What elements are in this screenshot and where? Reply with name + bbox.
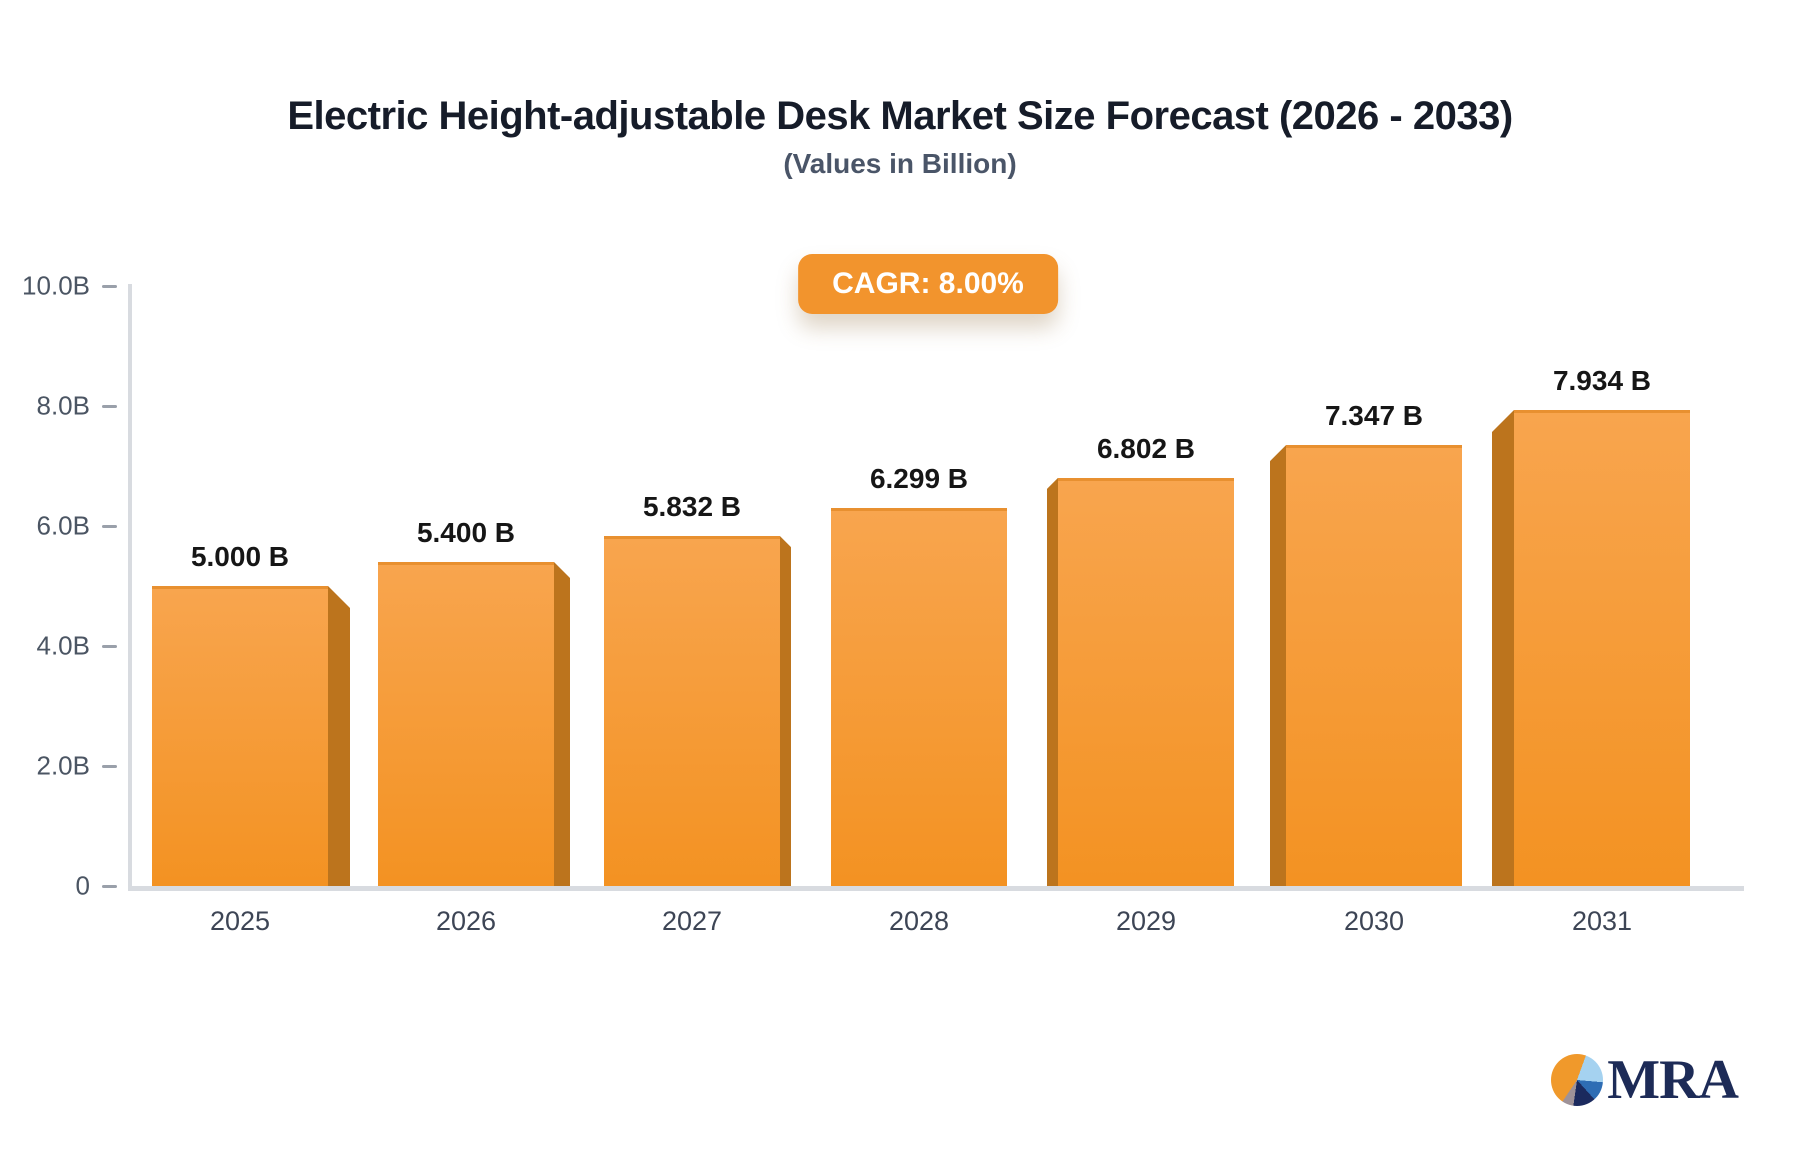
bar-2029 xyxy=(1058,477,1234,886)
y-axis-tick-mark xyxy=(102,645,117,648)
x-axis-tick-label: 2029 xyxy=(1115,906,1177,936)
brand-logo: MRA xyxy=(1551,1049,1739,1111)
bar-2025 xyxy=(152,586,328,886)
bar-value-label: 6.299 B xyxy=(869,463,969,495)
bar-value-label: 6.802 B xyxy=(1096,432,1196,464)
bar-side-face xyxy=(780,536,791,886)
bar-2031 xyxy=(1514,409,1690,886)
cagr-badge-label: CAGR: 8.00% xyxy=(832,267,1024,300)
x-axis-tick-label: 2026 xyxy=(435,906,497,936)
bar-2027 xyxy=(604,536,780,886)
y-axis-tick-mark xyxy=(102,765,117,768)
bar-side-face xyxy=(1270,445,1286,886)
y-axis-tick-label: 2.0B xyxy=(36,750,91,781)
page-subtitle: (Values in Billion) xyxy=(783,148,1017,179)
page-title: Electric Height-adjustable Desk Market S… xyxy=(287,94,1513,138)
x-axis-line xyxy=(128,886,1744,891)
y-axis-tick-label: 10.0B xyxy=(22,270,90,301)
cagr-badge: CAGR: 8.00% xyxy=(798,254,1058,314)
bar-value-label: 5.832 B xyxy=(642,491,742,523)
x-axis-tick-label: 2030 xyxy=(1343,906,1405,936)
x-axis-tick-label: 2028 xyxy=(888,906,950,936)
y-axis-tick-label: 8.0B xyxy=(36,390,91,421)
x-axis-tick-label: 2027 xyxy=(661,906,723,936)
y-axis-line xyxy=(128,284,132,891)
y-axis-tick-label: 6.0B xyxy=(36,510,91,541)
bar-2026 xyxy=(378,562,554,886)
bar-side-face xyxy=(1047,477,1058,886)
bar-value-label: 5.400 B xyxy=(416,517,516,548)
y-axis-tick-mark xyxy=(102,405,117,408)
y-axis-tick-mark xyxy=(102,285,117,288)
pie-chart-icon xyxy=(1551,1054,1604,1106)
bar-side-face xyxy=(328,586,350,886)
bar-2030 xyxy=(1286,445,1462,886)
y-axis-tick-mark xyxy=(102,885,117,888)
y-axis-tick-mark xyxy=(102,525,117,528)
bar-2028 xyxy=(831,508,1007,886)
y-axis-tick-label: 4.0B xyxy=(36,630,91,661)
bar-side-face xyxy=(554,562,570,886)
bar-value-label: 7.347 B xyxy=(1324,400,1424,432)
x-axis-tick-label: 2025 xyxy=(209,906,271,936)
brand-logo-text: MRA xyxy=(1607,1049,1739,1111)
bar-value-label: 7.934 B xyxy=(1552,364,1652,396)
y-axis-tick-label: 0 xyxy=(75,870,90,901)
bar-value-label: 5.000 B xyxy=(190,541,290,572)
bar-side-face xyxy=(1492,409,1514,886)
x-axis-tick-label: 2031 xyxy=(1571,906,1633,936)
